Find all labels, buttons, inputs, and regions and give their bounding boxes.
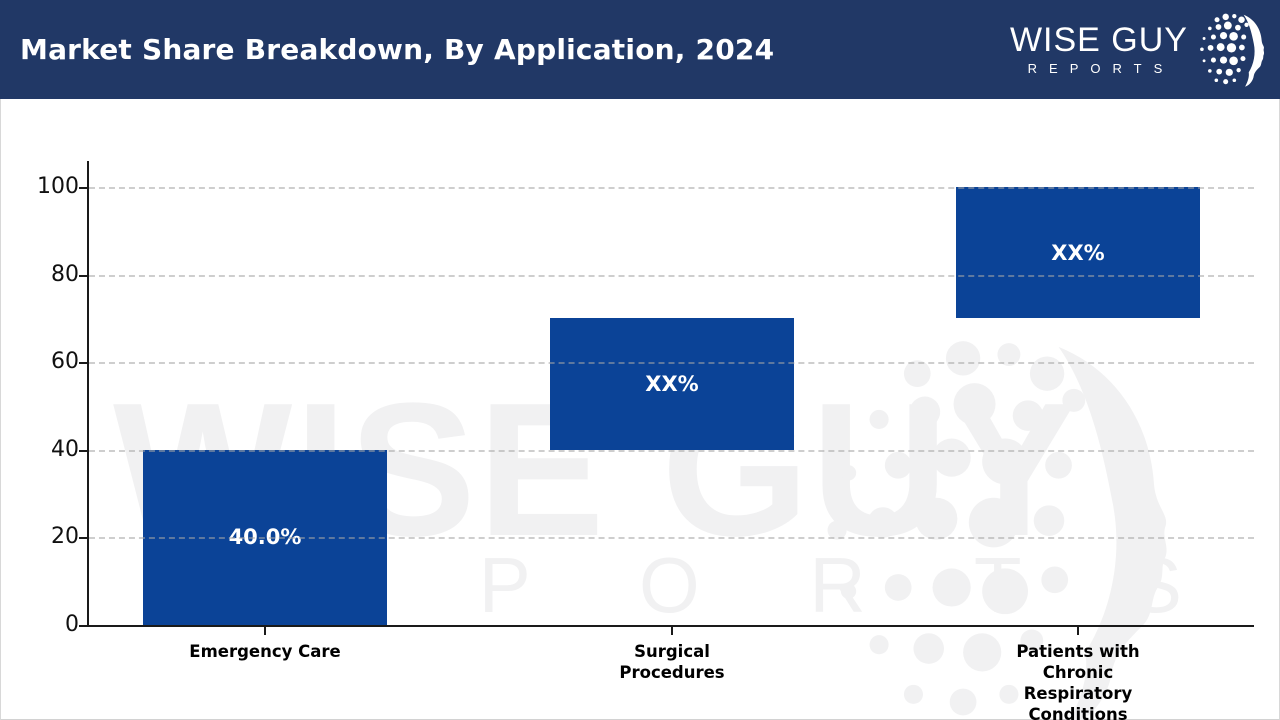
x-axis-line [87, 625, 1254, 627]
brand-subtitle: REPORTS [1027, 61, 1175, 76]
y-tick-label: 40 [51, 436, 79, 462]
x-tick-mark [264, 627, 266, 635]
y-tick-mark [79, 449, 87, 452]
bar-value-label: XX% [1051, 240, 1105, 265]
page-title: Market Share Breakdown, By Application, … [20, 33, 775, 66]
gridline [89, 449, 1254, 452]
y-tick-mark [79, 362, 87, 365]
y-tick-label: 20 [51, 524, 79, 550]
y-tick-label: 80 [51, 261, 79, 287]
y-tick-label: 60 [51, 349, 79, 375]
x-tick-mark [671, 627, 673, 635]
bar-segment-3 [956, 187, 1200, 319]
chart-canvas: WISE GUY R E P O R T S 0 20 40 60 80 100 40.0%… [0, 99, 1280, 720]
x-category-label: Emergency Care [189, 642, 341, 661]
gridline [89, 274, 1254, 277]
y-axis-line [87, 161, 89, 627]
gridline [89, 537, 1254, 540]
y-tick-mark [79, 274, 87, 277]
brand-name: WISE GUY [1009, 21, 1188, 59]
y-tick-mark [79, 537, 87, 540]
y-tick-label: 100 [37, 174, 79, 199]
x-category-label: Patients with Chronic Respiratory Condit… [1016, 642, 1140, 720]
y-tick-label: 0 [65, 612, 79, 637]
brand-logo-text: WISE GUY REPORTS [1010, 23, 1188, 76]
y-tick-mark [79, 625, 87, 627]
brand-dotted-head-icon [1200, 13, 1265, 87]
x-tick-mark [1077, 627, 1079, 635]
header-bar: Market Share Breakdown, By Application, … [0, 0, 1280, 99]
bar-segment-2 [550, 318, 794, 450]
brand-logo: WISE GUY REPORTS [1010, 10, 1280, 90]
x-category-label: Surgical Procedures [619, 642, 725, 682]
gridline [89, 362, 1254, 365]
gridline [89, 187, 1254, 189]
bar-value-label: XX% [645, 372, 699, 397]
y-tick-mark [79, 187, 87, 189]
